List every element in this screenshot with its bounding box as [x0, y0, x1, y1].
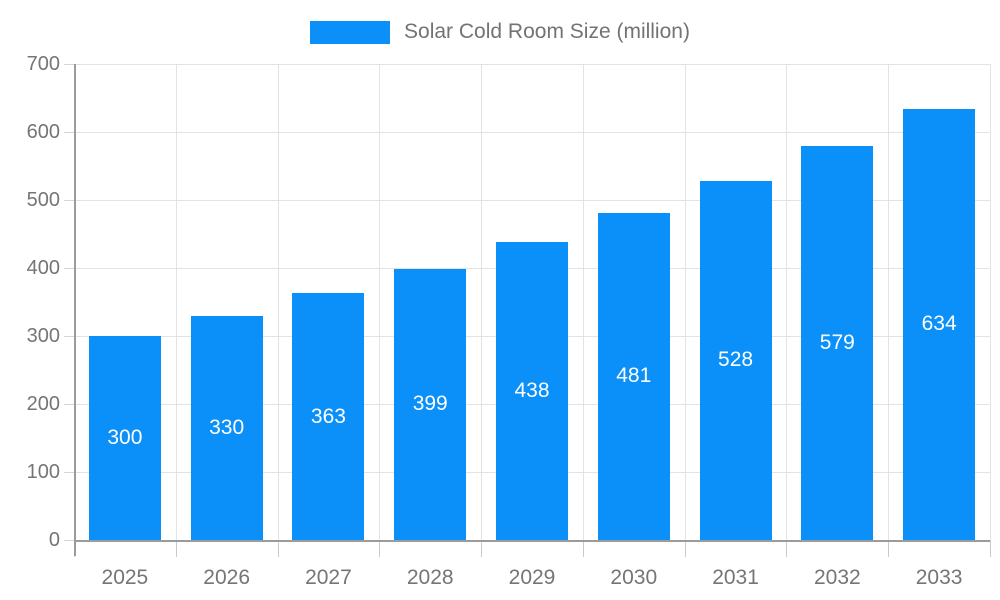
vertical-gridline [786, 64, 788, 540]
x-axis-tick [277, 540, 279, 557]
bar[interactable] [801, 146, 874, 540]
x-axis-tick [582, 540, 584, 557]
bar[interactable] [597, 212, 670, 540]
x-axis-tick-label: 2032 [813, 566, 861, 589]
bar-value-label: 438 [514, 379, 550, 403]
bar[interactable] [496, 242, 568, 540]
y-axis-tick-label: 400 [26, 257, 60, 279]
bar-value-label: 579 [819, 331, 855, 355]
vertical-gridline [684, 64, 686, 540]
y-axis-tick-label: 300 [26, 325, 60, 347]
y-axis-tick [64, 132, 74, 133]
y-axis-line [74, 64, 76, 556]
vertical-gridline [888, 64, 890, 540]
bar[interactable] [190, 315, 263, 540]
x-axis-tick-label: 2033 [915, 566, 963, 589]
bar-value-label: 481 [616, 364, 652, 388]
vertical-gridline [277, 64, 279, 540]
x-axis-tick-label: 2030 [610, 566, 658, 589]
legend-item[interactable]: Solar Cold Room Size (million) [0, 18, 1000, 46]
y-axis-tick-label: 100 [26, 461, 60, 483]
x-axis-tick [786, 540, 788, 557]
y-axis-tick-label: 600 [26, 121, 60, 143]
vertical-gridline [990, 64, 991, 540]
bar-value-label: 634 [921, 312, 957, 336]
x-axis-tick-label: 2029 [508, 566, 556, 589]
x-axis-tick [888, 540, 890, 557]
bar[interactable] [394, 268, 467, 540]
x-axis-tick-label: 2027 [305, 566, 352, 589]
bar-value-label: 528 [718, 348, 754, 372]
horizontal-gridline [74, 200, 990, 201]
bar-value-label: 330 [209, 415, 245, 439]
y-axis-tick-label: 200 [26, 393, 60, 415]
y-axis-tick-label: 0 [48, 529, 60, 551]
x-axis-tick-label: 2026 [203, 566, 251, 589]
x-axis-tick [379, 540, 381, 557]
y-axis-tick [64, 200, 74, 201]
bar-value-label: 399 [412, 392, 448, 416]
vertical-gridline [379, 64, 381, 540]
y-axis-tick-label: 500 [26, 189, 60, 211]
horizontal-gridline [74, 132, 990, 133]
x-axis-tick [684, 540, 686, 557]
y-axis-tick-label: 700 [26, 53, 60, 75]
bar-value-label: 363 [310, 404, 346, 428]
bar-value-label: 300 [107, 426, 143, 449]
x-axis-tick-label: 2028 [406, 566, 454, 589]
y-axis-tick [64, 540, 74, 541]
vertical-gridline [481, 64, 483, 540]
bar[interactable] [699, 180, 772, 540]
vertical-gridline [175, 64, 177, 540]
y-axis-tick [64, 336, 74, 337]
x-axis-line [74, 540, 990, 542]
legend-label: Solar Cold Room Size (million) [404, 20, 690, 43]
x-axis-tick [990, 540, 991, 557]
x-axis-tick-label: 2025 [101, 566, 149, 589]
y-axis-tick [64, 472, 74, 473]
x-axis-tick [481, 540, 483, 557]
x-axis-tick-label: 2031 [712, 566, 759, 589]
x-axis-tick [175, 540, 177, 557]
y-axis-tick [64, 268, 74, 269]
horizontal-gridline [74, 64, 990, 65]
bar[interactable] [88, 336, 161, 540]
y-axis-tick [64, 64, 74, 65]
bar[interactable] [903, 108, 976, 540]
y-axis-tick [64, 404, 74, 405]
bar[interactable] [292, 293, 365, 540]
legend-swatch [310, 20, 391, 44]
vertical-gridline [582, 64, 584, 540]
